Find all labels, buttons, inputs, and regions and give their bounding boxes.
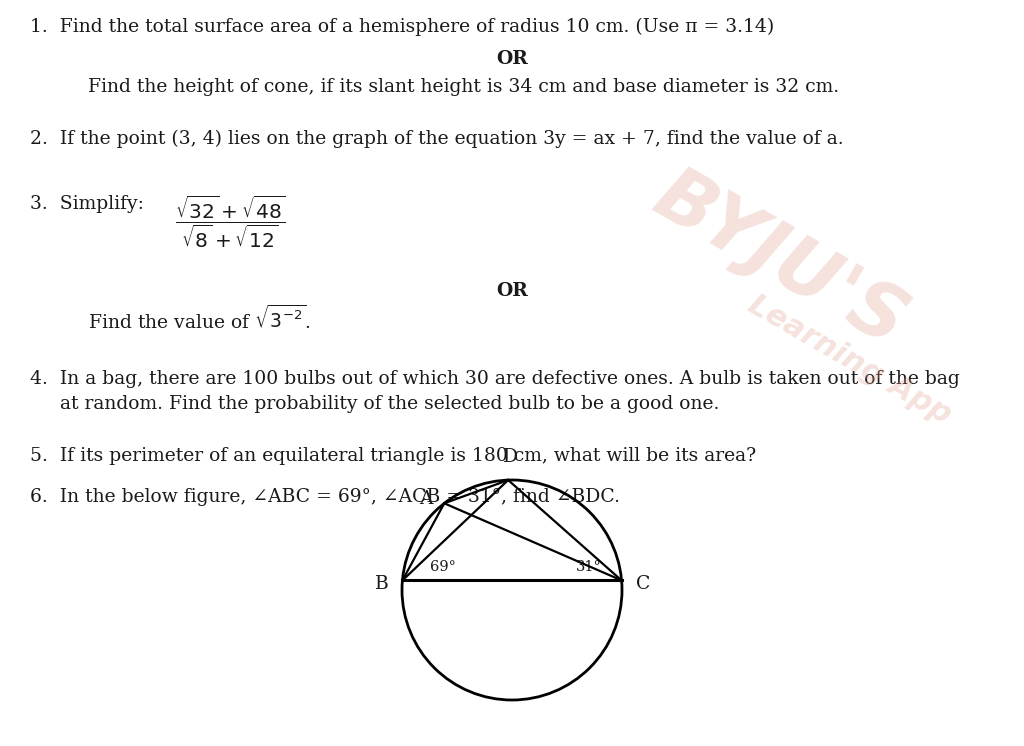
Text: D: D — [503, 448, 518, 466]
Text: 3.  Simplify:: 3. Simplify: — [30, 195, 144, 213]
Text: OR: OR — [496, 282, 528, 300]
Text: B: B — [375, 575, 388, 593]
Text: A: A — [420, 490, 433, 508]
Text: Find the height of cone, if its slant height is 34 cm and base diameter is 32 cm: Find the height of cone, if its slant he… — [88, 78, 839, 96]
Text: 5.  If its perimeter of an equilateral triangle is 180 cm, what will be its area: 5. If its perimeter of an equilateral tr… — [30, 447, 756, 465]
Text: $\dfrac{\sqrt{32}+\sqrt{48}}{\sqrt{8}+\sqrt{12}}$: $\dfrac{\sqrt{32}+\sqrt{48}}{\sqrt{8}+\s… — [175, 193, 286, 250]
Text: BYJU'S: BYJU'S — [641, 158, 919, 362]
Text: 31°: 31° — [575, 560, 601, 574]
Text: at random. Find the probability of the selected bulb to be a good one.: at random. Find the probability of the s… — [30, 395, 720, 413]
Text: 69°: 69° — [430, 560, 457, 574]
Text: C: C — [636, 575, 650, 593]
Text: 1.  Find the total surface area of a hemisphere of radius 10 cm. (Use π = 3.14): 1. Find the total surface area of a hemi… — [30, 18, 774, 37]
Text: Learning App: Learning App — [743, 290, 956, 430]
Text: 4.  In a bag, there are 100 bulbs out of which 30 are defective ones. A bulb is : 4. In a bag, there are 100 bulbs out of … — [30, 370, 959, 388]
Text: Find the value of $\sqrt{3^{-2}}$.: Find the value of $\sqrt{3^{-2}}$. — [88, 305, 310, 333]
Text: OR: OR — [496, 50, 528, 68]
Text: 6.  In the below figure, ∠ABC = 69°, ∠ACB = 31°, find ∠BDC.: 6. In the below figure, ∠ABC = 69°, ∠ACB… — [30, 488, 620, 506]
Text: 2.  If the point (3, 4) lies on the graph of the equation 3y = ax + 7, find the : 2. If the point (3, 4) lies on the graph… — [30, 130, 844, 148]
